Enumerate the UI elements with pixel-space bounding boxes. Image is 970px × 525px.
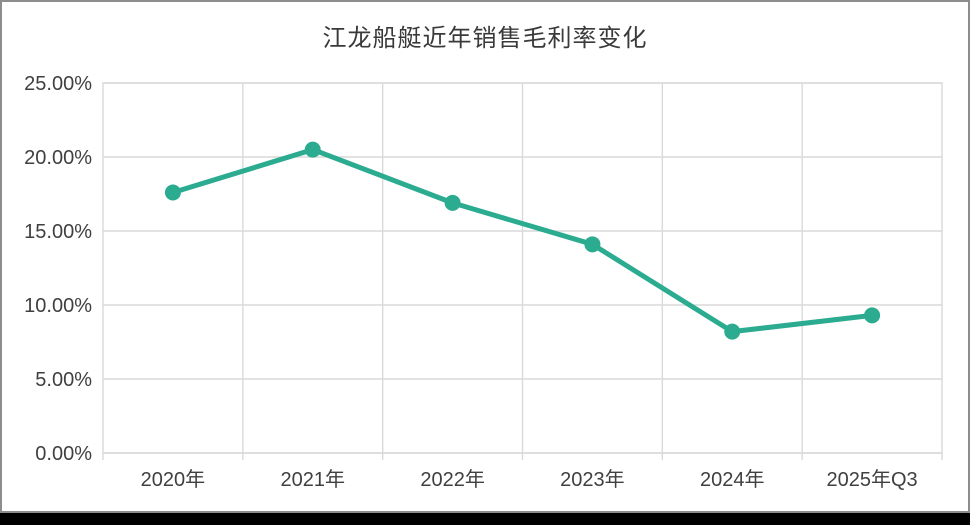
x-tick-label: 2021年 [281,468,346,491]
x-tick-label: 2022年 [420,468,485,491]
x-tick-label: 2024年 [700,468,765,491]
data-point-marker [724,323,741,340]
data-point-marker [584,236,601,253]
y-tick-label: 25.00% [24,73,92,95]
chart-window: 江龙船艇近年销售毛利率变化 25.00% 20.00% 15.00% 10.00% 5.… [0,0,970,513]
x-tick-label: 2025年Q3 [826,468,917,491]
data-point-marker [304,141,321,158]
y-tick-label: 10.00% [24,295,92,317]
chart-svg: 25.00% 20.00% 15.00% 10.00% 5.00% 0.00% 2020年 2… [24,73,943,491]
data-point-marker [444,194,461,211]
y-tick-label: 15.00% [24,221,92,243]
data-point-marker [164,184,181,201]
chart-title: 江龙船艇近年销售毛利率变化 [322,25,648,52]
y-tick-label: 0.00% [35,443,92,465]
plot-border [102,82,943,454]
series-line [170,147,875,335]
x-tick-label: 2020年 [141,468,206,491]
x-tick-label: 2023年 [560,468,625,491]
y-tick-label: 5.00% [35,369,92,391]
data-point-marker [864,307,881,324]
taskbar-strip [0,513,970,525]
y-tick-label: 20.00% [24,147,92,169]
